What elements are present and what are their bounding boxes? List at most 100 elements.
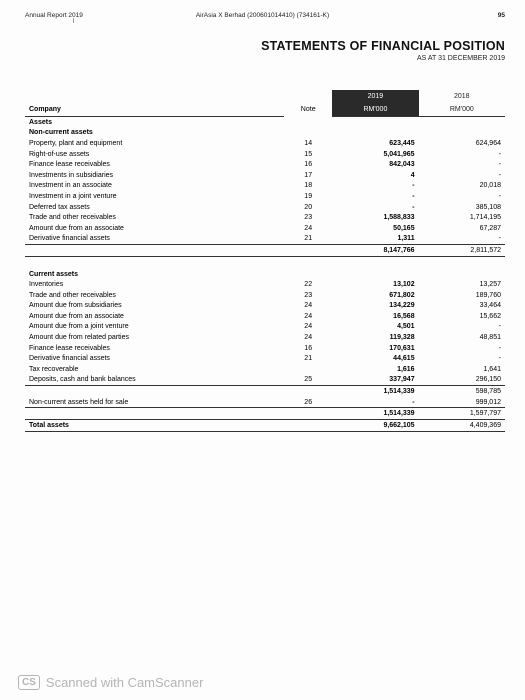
row-value-2019: 44,615 — [332, 353, 418, 364]
row-value-2019: 1,514,339 — [332, 408, 418, 420]
page-title: STATEMENTS OF FINANCIAL POSITION — [25, 39, 505, 53]
row-label: Deposits, cash and bank balances — [25, 375, 284, 386]
scanner-watermark: CS Scanned with CamScanner — [18, 675, 203, 690]
row-value-2018: 4,409,369 — [419, 420, 505, 432]
row-label: Tax recoverable — [25, 364, 284, 375]
table-row: Property, plant and equipment14623,44562… — [25, 138, 505, 149]
row-label: Amount due from subsidiaries — [25, 301, 284, 312]
row-value-2019: 4 — [332, 170, 418, 181]
row-value-2018: 624,964 — [419, 138, 505, 149]
page-number: 95 — [498, 12, 505, 19]
header-center: AirAsia X Berhad (200601014410) (734161-… — [196, 12, 329, 19]
row-value-2019: 134,229 — [332, 301, 418, 312]
row-note: 22 — [284, 279, 332, 290]
row-label: Amount due from an associate — [25, 311, 284, 322]
row-label: Investment in an associate — [25, 181, 284, 192]
row-note: 24 — [284, 301, 332, 312]
header-divider — [73, 18, 74, 23]
row-value-2019: 50,165 — [332, 223, 418, 234]
row-value-2019: 13,102 — [332, 279, 418, 290]
table-row: 8,147,7662,811,572 — [25, 245, 505, 257]
row-value-2019: 9,662,105 — [332, 420, 418, 432]
row-label — [25, 408, 284, 420]
table-row: Amount due from a joint venture244,501- — [25, 322, 505, 333]
row-label: Trade and other receivables — [25, 290, 284, 301]
row-note: 15 — [284, 149, 332, 160]
row-value-2018: - — [419, 322, 505, 333]
row-note — [284, 386, 332, 397]
row-value-2019: - — [332, 202, 418, 213]
document-header: Annual Report 2019 AirAsia X Berhad (200… — [25, 12, 505, 19]
table-row: Tax recoverable1,6161,641 — [25, 364, 505, 375]
row-value-2019: 4,501 — [332, 322, 418, 333]
table-row: 1,514,3391,597,797 — [25, 408, 505, 420]
row-value-2018: - — [419, 159, 505, 170]
row-label: Current assets — [25, 269, 284, 280]
table-row: Deposits, cash and bank balances25337,94… — [25, 375, 505, 386]
note-column-header: Note — [284, 90, 332, 117]
row-value-2018: 20,018 — [419, 181, 505, 192]
row-value-2018: 67,287 — [419, 223, 505, 234]
row-label — [25, 386, 284, 397]
row-label: Finance lease receivables — [25, 159, 284, 170]
row-label: Non-current assets — [25, 128, 284, 139]
table-row: Amount due from related parties24119,328… — [25, 332, 505, 343]
row-note: 18 — [284, 181, 332, 192]
row-value-2018: 33,464 — [419, 301, 505, 312]
table-row: Finance lease receivables16170,631- — [25, 343, 505, 354]
table-row: Derivative financial assets2144,615- — [25, 353, 505, 364]
row-value-2018: - — [419, 343, 505, 354]
table-row: Amount due from subsidiaries24134,22933,… — [25, 301, 505, 312]
row-value-2019: 623,445 — [332, 138, 418, 149]
row-value-2019 — [332, 269, 418, 280]
table-row: Finance lease receivables16842,043- — [25, 159, 505, 170]
table-row: Amount due from an associate2450,16567,2… — [25, 223, 505, 234]
row-label: Derivative financial assets — [25, 353, 284, 364]
row-value-2018: 2,811,572 — [419, 245, 505, 257]
company-heading: Company — [25, 103, 284, 117]
row-label — [25, 245, 284, 257]
row-value-2018: 296,150 — [419, 375, 505, 386]
camscanner-icon: CS — [18, 675, 40, 690]
row-note: 24 — [284, 223, 332, 234]
row-note — [284, 269, 332, 280]
table-row: Assets — [25, 117, 505, 128]
row-note: 24 — [284, 332, 332, 343]
row-note: 16 — [284, 159, 332, 170]
row-note — [284, 128, 332, 139]
row-value-2019: 8,147,766 — [332, 245, 418, 257]
row-note: 17 — [284, 170, 332, 181]
row-note: 21 — [284, 234, 332, 245]
header-left: Annual Report 2019 — [25, 12, 83, 19]
row-note — [284, 420, 332, 432]
row-note: 21 — [284, 353, 332, 364]
row-value-2019: 1,588,833 — [332, 212, 418, 223]
row-note: 26 — [284, 397, 332, 408]
row-value-2019 — [332, 117, 418, 128]
row-value-2018: 13,257 — [419, 279, 505, 290]
row-value-2018: 598,785 — [419, 386, 505, 397]
table-row: Deferred tax assets20-385,108 — [25, 202, 505, 213]
row-value-2019: - — [332, 191, 418, 202]
table-row: 1,514,339598,785 — [25, 386, 505, 397]
financial-table: Note 2019 2018 Company RM'000 RM'000 Ass… — [25, 90, 505, 432]
page-subtitle: AS AT 31 DECEMBER 2019 — [25, 55, 505, 62]
row-value-2018: 1,597,797 — [419, 408, 505, 420]
table-row: Investment in an associate18-20,018 — [25, 181, 505, 192]
row-value-2019: 119,328 — [332, 332, 418, 343]
table-row: Non-current assets held for sale26-999,0… — [25, 397, 505, 408]
row-label: Total assets — [25, 420, 284, 432]
row-label: Investment in a joint venture — [25, 191, 284, 202]
row-note — [284, 117, 332, 128]
row-value-2019: 16,568 — [332, 311, 418, 322]
row-value-2018: - — [419, 191, 505, 202]
table-row: Right-of-use assets155,041,965- — [25, 149, 505, 160]
table-row: Non-current assets — [25, 128, 505, 139]
row-label: Investments in subsidiaries — [25, 170, 284, 181]
table-row: Derivative financial assets211,311- — [25, 234, 505, 245]
row-note: 16 — [284, 343, 332, 354]
row-value-2019: - — [332, 181, 418, 192]
row-note: 25 — [284, 375, 332, 386]
row-note — [284, 364, 332, 375]
row-label: Deferred tax assets — [25, 202, 284, 213]
